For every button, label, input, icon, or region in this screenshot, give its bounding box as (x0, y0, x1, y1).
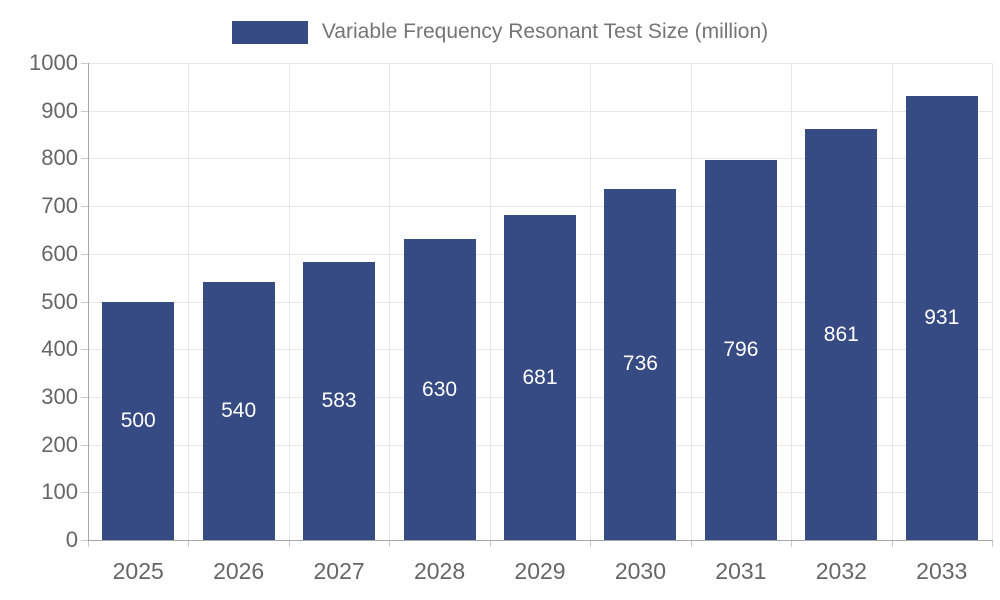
x-axis-label: 2029 (514, 558, 566, 584)
y-tick-mark (81, 349, 88, 351)
x-gridline (188, 63, 190, 540)
y-axis-label: 700 (41, 193, 78, 219)
legend: Variable Frequency Resonant Test Size (m… (0, 18, 1000, 46)
y-axis-label: 1000 (29, 50, 78, 75)
bar: 736 (604, 188, 677, 540)
bar-value-label: 861 (823, 322, 859, 346)
bar: 681 (504, 215, 576, 540)
x-gridline (288, 63, 290, 540)
y-tick-mark (81, 396, 88, 398)
y-gridline (89, 206, 992, 208)
y-tick-mark (81, 158, 88, 160)
y-axis-line (88, 63, 89, 540)
bar-value-label: 931 (924, 305, 960, 329)
x-tick-mark (992, 540, 993, 547)
x-tick-mark (188, 540, 190, 547)
x-axis-label: 2028 (413, 558, 466, 584)
bar-value-label: 796 (723, 338, 759, 362)
y-axis-label: 400 (41, 336, 78, 362)
x-tick-mark (590, 540, 592, 547)
bar-value-label: 500 (120, 408, 156, 432)
legend-label: Variable Frequency Resonant Test Size (m… (321, 20, 769, 43)
y-tick-mark (81, 63, 88, 64)
bar: 500 (102, 301, 175, 540)
y-tick-mark (81, 540, 88, 541)
bar: 583 (303, 261, 376, 540)
x-axis-label: 2026 (213, 558, 265, 584)
y-axis-label: 500 (41, 288, 78, 314)
bar: 861 (805, 129, 878, 540)
x-axis-line (88, 540, 993, 541)
x-gridline (791, 63, 793, 540)
y-tick-mark (81, 206, 88, 208)
x-axis-label: 2030 (614, 558, 667, 584)
y-tick-mark (81, 301, 88, 303)
x-gridline (489, 63, 491, 540)
x-tick-mark (690, 540, 692, 547)
x-tick-mark (88, 540, 89, 547)
bar-value-label: 736 (622, 352, 658, 376)
y-axis-label: 300 (41, 383, 78, 409)
y-axis-label: 100 (41, 479, 78, 505)
x-tick-mark (389, 540, 391, 547)
y-tick-mark (81, 444, 88, 446)
x-tick-mark (791, 540, 793, 547)
y-axis-label: 900 (41, 97, 78, 123)
y-tick-mark (81, 110, 88, 112)
bar-value-label: 681 (522, 365, 558, 389)
x-tick-mark (288, 540, 290, 547)
bar-value-label: 540 (221, 399, 257, 423)
x-gridline (690, 63, 692, 540)
x-axis-label: 2033 (916, 558, 968, 584)
y-tick-mark (81, 492, 88, 494)
x-tick-mark (489, 540, 491, 547)
bar: 540 (202, 282, 275, 540)
x-axis-label: 2025 (112, 558, 164, 584)
bar: 796 (704, 160, 777, 540)
legend-swatch (231, 20, 308, 44)
x-gridline (992, 63, 993, 540)
y-gridline (89, 63, 992, 64)
bar: 630 (403, 239, 476, 540)
x-axis-label: 2031 (715, 558, 767, 584)
x-axis-label: 2032 (815, 558, 867, 584)
x-axis-label: 2027 (313, 558, 365, 584)
x-gridline (590, 63, 592, 540)
y-gridline (89, 158, 992, 160)
y-tick-mark (81, 253, 88, 255)
y-axis-label: 600 (41, 240, 78, 266)
x-gridline (891, 63, 893, 540)
y-gridline (89, 110, 992, 112)
y-axis-label: 800 (41, 145, 78, 171)
y-axis-label: 0 (65, 527, 78, 552)
bar: 931 (905, 95, 978, 540)
x-gridline (389, 63, 391, 540)
y-axis-label: 200 (41, 431, 78, 457)
x-tick-mark (891, 540, 893, 547)
bar-value-label: 630 (422, 377, 458, 401)
bar-value-label: 583 (321, 388, 357, 412)
